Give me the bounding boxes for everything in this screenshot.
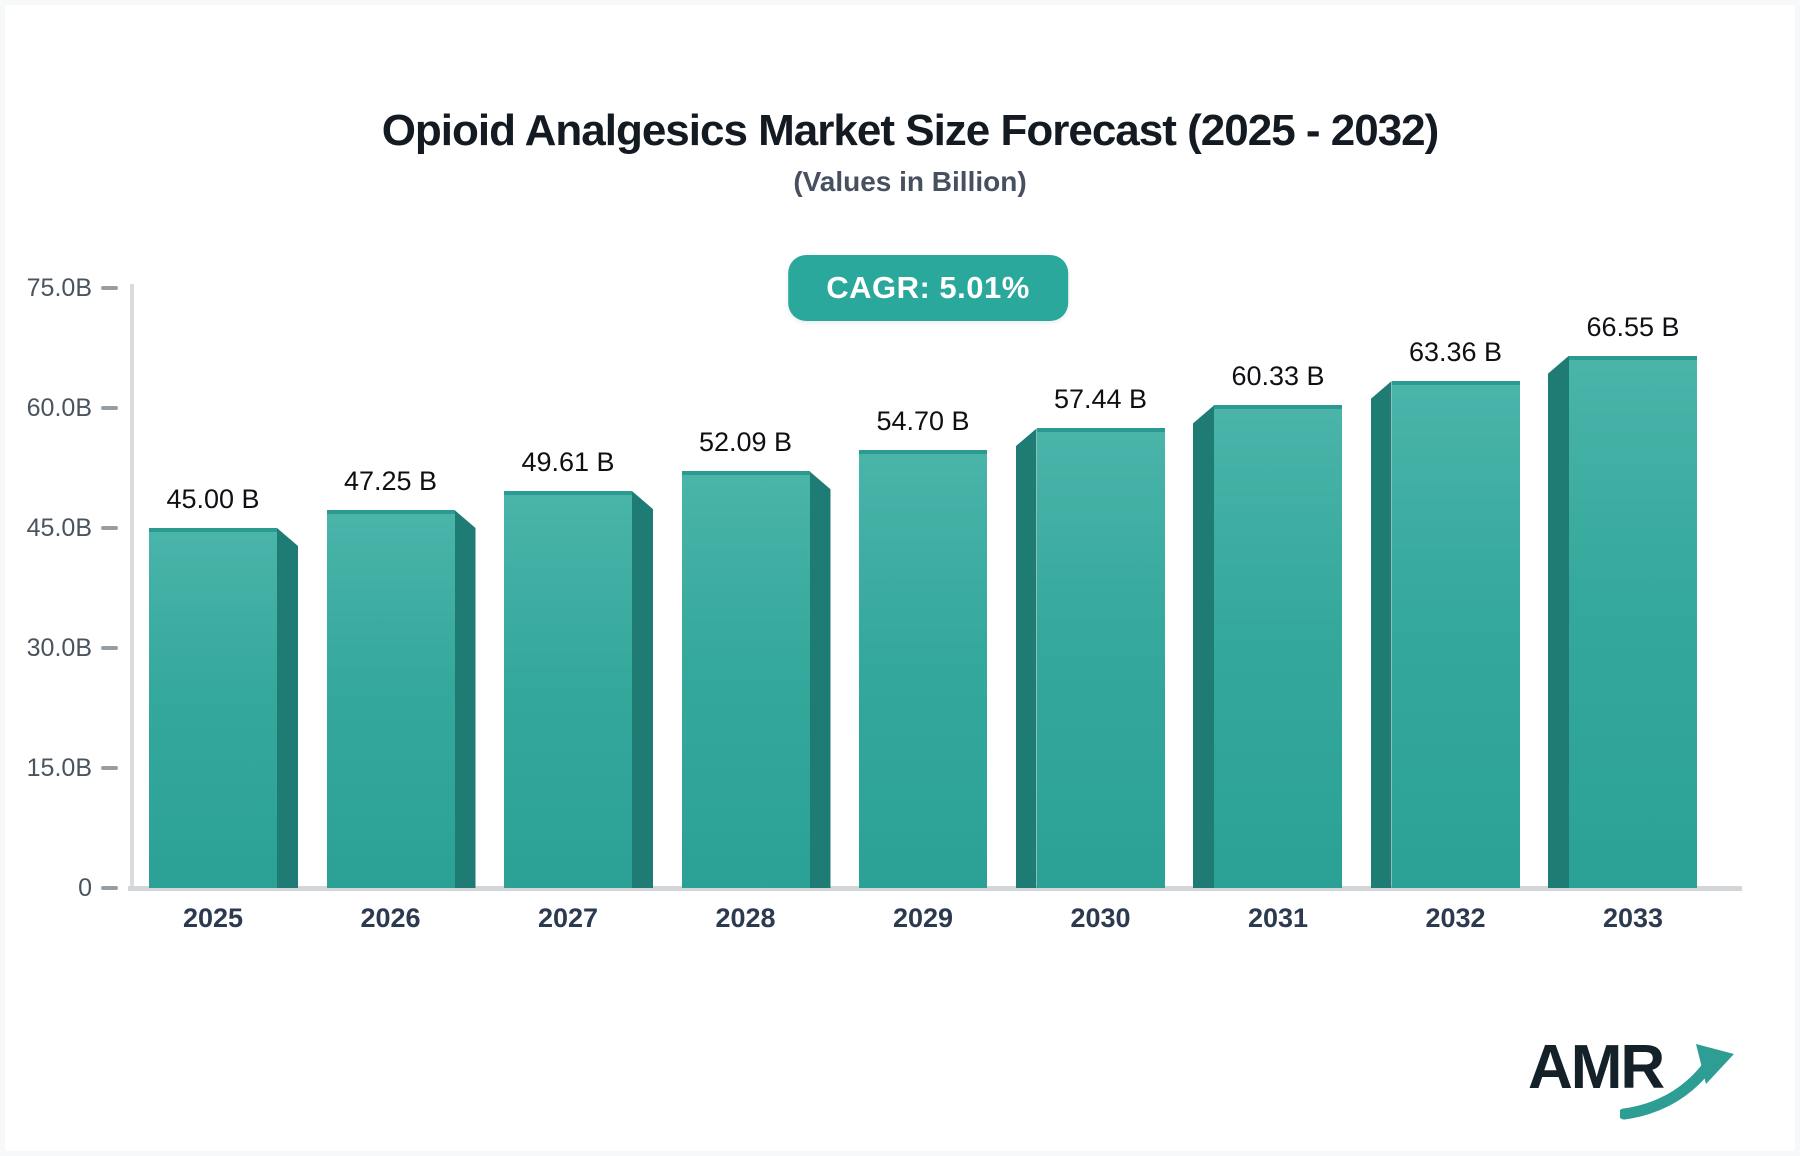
y-tick-label: 45.0B xyxy=(26,514,92,542)
y-tick-dash xyxy=(101,286,118,290)
bar-side xyxy=(1370,381,1392,888)
x-tick-label: 2026 xyxy=(360,903,421,933)
bar-2026 xyxy=(326,510,455,888)
cagr-badge: CAGR: 5.01% xyxy=(788,255,1068,321)
bar-2028 xyxy=(681,471,810,888)
bar-side xyxy=(1193,405,1214,888)
y-tick-dash xyxy=(101,406,118,410)
y-tick-label: 75.0B xyxy=(26,274,92,302)
y-tick-dash xyxy=(101,526,118,530)
bar-2029 xyxy=(859,450,987,888)
amr-logo-text: AMR xyxy=(1528,1033,1665,1102)
y-tick-dash xyxy=(101,766,118,770)
y-axis-line xyxy=(130,284,134,890)
bar-value-label: 57.44 B xyxy=(1053,384,1148,415)
bar-side xyxy=(454,510,476,888)
y-tick-label: 0 xyxy=(78,874,92,902)
growth-arrow-icon xyxy=(1620,1044,1734,1120)
y-tick-label: 60.0B xyxy=(26,394,92,422)
bar-side xyxy=(1015,428,1037,888)
bar-value-label: 45.00 B xyxy=(166,484,260,514)
page-title: Opioid Analgesics Market Size Forecast (… xyxy=(381,106,1440,155)
bar-value-label: 52.09 B xyxy=(698,427,793,458)
bar-value-label: 49.61 B xyxy=(521,447,615,478)
bar-side xyxy=(1548,355,1569,888)
x-tick-label: 2030 xyxy=(1070,903,1131,933)
bar-2032 xyxy=(1391,381,1520,888)
x-tick-label: 2032 xyxy=(1425,903,1486,933)
x-axis-line xyxy=(128,886,1742,891)
chart-subtitle: (Values in Billion) xyxy=(793,166,1027,197)
x-tick-label: 2031 xyxy=(1247,903,1309,933)
bar-value-label: 47.25 B xyxy=(343,466,438,496)
bar-2033 xyxy=(1569,355,1697,888)
bar-value-label: 63.36 B xyxy=(1408,337,1503,368)
x-tick-label: 2025 xyxy=(182,903,244,933)
y-tick-label: 15.0B xyxy=(26,754,92,782)
bar-2030 xyxy=(1036,428,1165,888)
x-tick-label: 2027 xyxy=(537,903,599,933)
y-tick-label: 30.0B xyxy=(26,634,92,662)
bar-2025 xyxy=(149,528,277,888)
bar-side xyxy=(632,491,653,888)
bar-side xyxy=(809,471,831,888)
bar-value-label: 54.70 B xyxy=(876,406,970,437)
bar-side xyxy=(277,528,298,888)
bar-value-label: 66.55 B xyxy=(1586,311,1680,342)
bar-2027 xyxy=(504,491,632,888)
bar-2031 xyxy=(1214,405,1342,888)
y-tick-dash xyxy=(101,646,118,650)
bar-value-label: 60.33 B xyxy=(1231,361,1325,392)
y-tick-dash xyxy=(101,886,118,890)
amr-logo: AMR xyxy=(1528,1032,1758,1132)
x-tick-label: 2029 xyxy=(892,903,954,933)
x-tick-label: 2033 xyxy=(1602,903,1664,933)
x-tick-label: 2028 xyxy=(715,903,776,933)
